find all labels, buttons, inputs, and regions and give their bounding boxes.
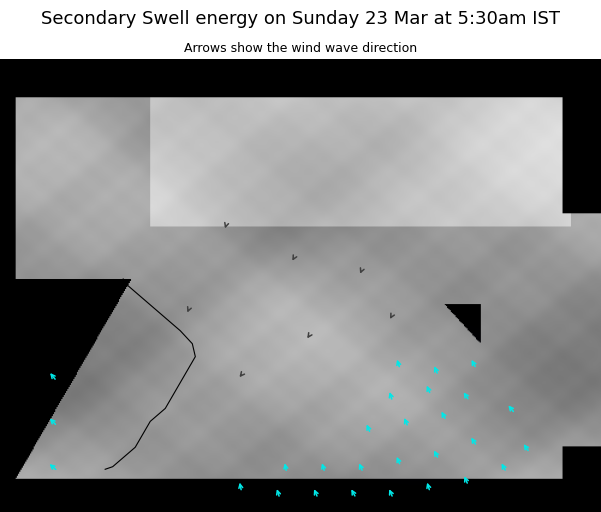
Text: Arrows show the wind wave direction: Arrows show the wind wave direction	[184, 42, 417, 55]
Text: Secondary Swell energy on Sunday 23 Mar at 5:30am IST: Secondary Swell energy on Sunday 23 Mar …	[41, 10, 560, 28]
